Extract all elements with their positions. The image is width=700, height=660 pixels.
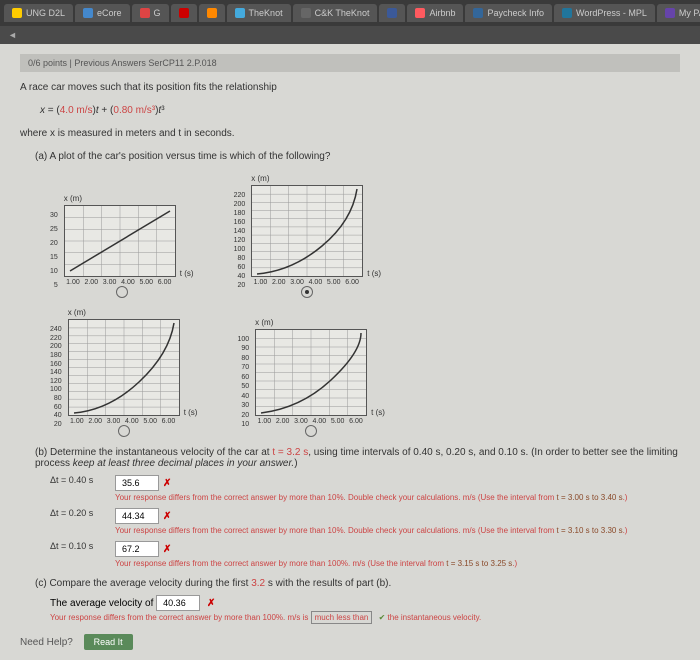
read-it-button[interactable]: Read It [84, 634, 133, 650]
prev-answers-link[interactable]: Previous Answers SerCP11 2.P.018 [74, 58, 216, 68]
wrong-icon: ✗ [163, 544, 171, 555]
avg-velocity-row: The average velocity of 40.36 ✗ Your res… [50, 595, 680, 622]
browser-tab[interactable]: UNG D2L [4, 4, 73, 22]
browser-tab[interactable]: eCore [75, 4, 130, 22]
formula: x = (4.0 m/s)t + (0.80 m/s³)t³ [40, 103, 680, 118]
chart-radio-3[interactable] [305, 425, 317, 437]
part-c-text: (c) Compare the average velocity during … [35, 578, 680, 589]
browser-tab-strip: UNG D2LeCoreG TheKnotC&K TheKnot AirbnbPay… [0, 0, 700, 26]
browser-tab[interactable] [379, 4, 405, 22]
browser-tab[interactable]: My PAWSative Life [657, 4, 700, 22]
dt-label: Δt = 0.10 s [50, 541, 105, 551]
page-content: 0/6 points | Previous Answers SerCP11 2.… [0, 44, 700, 660]
avg-feedback: Your response differs from the correct a… [50, 613, 481, 622]
back-icon[interactable]: ◄ [8, 30, 17, 40]
comparison-select[interactable]: much less than [311, 611, 373, 624]
chart-option-3: 100908070605040302010x (m)1.002.003.004.… [237, 318, 384, 437]
check-icon: ✔ [379, 613, 386, 622]
v0-value: 4.0 m/s [60, 105, 93, 116]
wrong-icon: ✗ [207, 598, 215, 609]
chart-option-1: 22020018016014012010080604020x (m)1.002.… [234, 174, 381, 298]
browser-tab[interactable]: Airbnb [407, 4, 463, 22]
dt-label: Δt = 0.40 s [50, 475, 105, 485]
feedback-text: Your response differs from the correct a… [115, 526, 627, 535]
chart-row-1: 30252015105x (m)1.002.003.004.005.006.00… [50, 174, 680, 298]
part-b-text: (b) Determine the instantaneous velocity… [35, 447, 680, 469]
breadcrumb: 0/6 points | Previous Answers SerCP11 2.… [20, 54, 680, 72]
help-section: Need Help? Read It [20, 634, 680, 650]
feedback-text: Your response differs from the correct a… [115, 559, 517, 568]
accel-value: 0.80 m/s³ [113, 105, 155, 116]
answer-input[interactable]: 67.2 [115, 541, 159, 557]
browser-tab[interactable] [199, 4, 225, 22]
points-label: 0/6 points [28, 58, 67, 68]
chart-radio-0[interactable] [116, 286, 128, 298]
browser-tab[interactable]: C&K TheKnot [293, 4, 378, 22]
where-clause: where x is measured in meters and t in s… [20, 126, 680, 141]
answer-row-0: Δt = 0.40 s 35.6 ✗ Your response differs fr… [50, 475, 680, 502]
browser-tab[interactable]: G [132, 4, 169, 22]
chart-option-0: 30252015105x (m)1.002.003.004.005.006.00… [50, 194, 194, 298]
answer-input[interactable]: 44.34 [115, 508, 159, 524]
answer-input[interactable]: 35.6 [115, 475, 159, 491]
problem-intro: A race car moves such that its position … [20, 80, 680, 95]
wrong-icon: ✗ [163, 478, 171, 489]
chart-radio-1[interactable] [301, 286, 313, 298]
help-label: Need Help? [20, 637, 73, 648]
browser-tab[interactable]: Paycheck Info [465, 4, 552, 22]
dt-label: Δt = 0.20 s [50, 508, 105, 518]
wrong-icon: ✗ [163, 511, 171, 522]
chart-radio-2[interactable] [118, 425, 130, 437]
answer-row-2: Δt = 0.10 s 67.2 ✗ Your response differs fr… [50, 541, 680, 568]
part-a-text: (a) A plot of the car's position versus … [35, 149, 680, 164]
feedback-text: Your response differs from the correct a… [115, 493, 627, 502]
nav-bar: ◄ [0, 26, 700, 44]
chart-row-2: 24022020018016014012010080604020x (m)1.0… [50, 308, 680, 437]
browser-tab[interactable] [171, 4, 197, 22]
avg-label: The average velocity of [50, 598, 153, 609]
browser-tab[interactable]: TheKnot [227, 4, 291, 22]
chart-option-2: 24022020018016014012010080604020x (m)1.0… [50, 308, 197, 437]
browser-tab[interactable]: WordPress - MPL [554, 4, 655, 22]
answer-row-1: Δt = 0.20 s 44.34 ✗ Your response differs f… [50, 508, 680, 535]
avg-input[interactable]: 40.36 [156, 595, 200, 611]
